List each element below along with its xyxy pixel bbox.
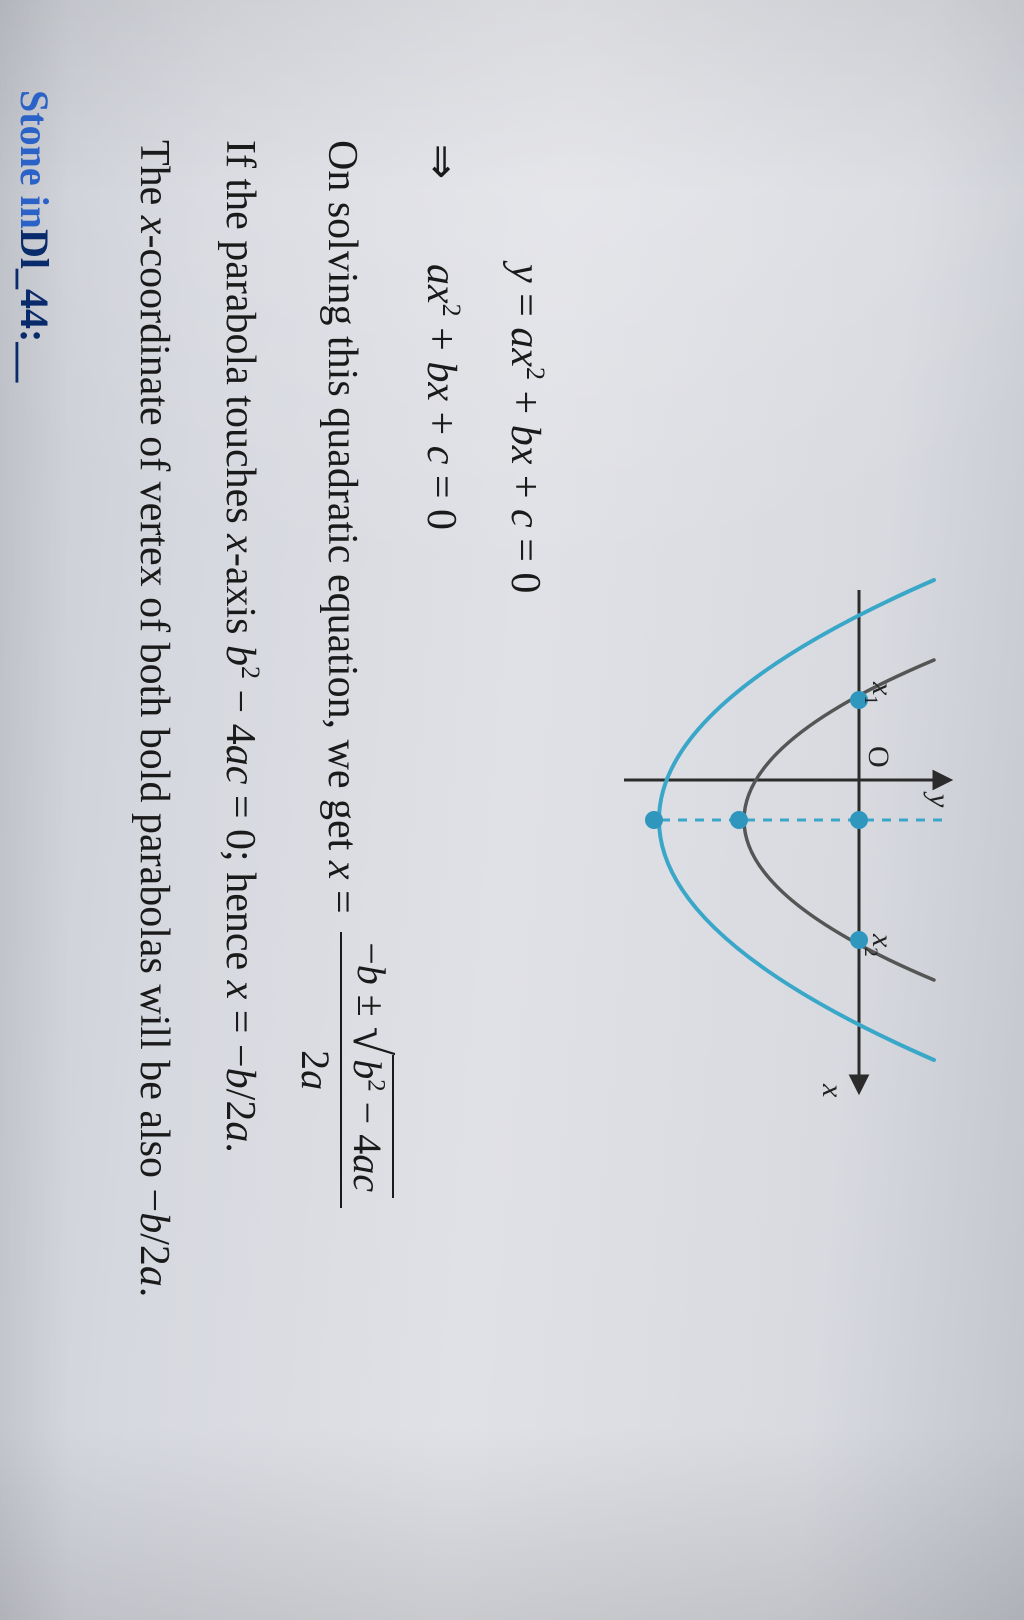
parabola-diagram: y x Ox1 x2 xyxy=(594,550,954,1110)
svg-text:x1: x1 xyxy=(860,681,899,705)
equation-row-1: y = ax2 + bx + c = 0 xyxy=(484,140,564,1520)
footer-blue: Stone in xyxy=(12,90,59,229)
vertex-line: The x-coordinate of vertex of both bold … xyxy=(114,140,192,1520)
equation-1: y = ax2 + bx + c = 0 xyxy=(484,264,564,593)
svg-text:y: y xyxy=(923,791,954,808)
quadratic-fraction: −b ± √b2 − 4ac 2a xyxy=(290,932,397,1208)
footer-cut: Stone in Dl_44:__ xyxy=(0,0,70,1620)
fraction-numerator: −b ± √b2 − 4ac xyxy=(342,932,397,1208)
footer-navy: Dl_44:__ xyxy=(12,229,59,382)
svg-text:x2: x2 xyxy=(860,933,899,957)
fraction-denominator: 2a xyxy=(290,1040,340,1100)
x-symbol: x xyxy=(319,861,365,880)
diagram-container: y x Ox1 x2 xyxy=(594,140,954,1520)
solving-line: On solving this quadratic equation, we g… xyxy=(286,140,393,1520)
svg-text:x: x xyxy=(816,1083,849,1098)
equation-row-2: ⇒ ax2 + bx + c = 0 xyxy=(400,140,480,1520)
solving-prefix: On solving this quadratic equation, we g… xyxy=(319,140,365,861)
page: y x Ox1 x2 y = ax2 + bx + c = 0 ⇒ ax2 + bx … xyxy=(0,0,1024,1620)
page-content: y x Ox1 x2 y = ax2 + bx + c = 0 ⇒ ax2 + bx … xyxy=(0,0,1024,1620)
equals-sign: = xyxy=(319,890,365,924)
touches-line: If the parabola touches x-axis b2 − 4ac … xyxy=(200,140,278,1520)
equation-2: ax2 + bx + c = 0 xyxy=(400,264,480,530)
svg-text:O: O xyxy=(862,746,895,768)
fraction-bar xyxy=(340,932,342,1208)
implies-arrow: ⇒ xyxy=(400,140,480,264)
